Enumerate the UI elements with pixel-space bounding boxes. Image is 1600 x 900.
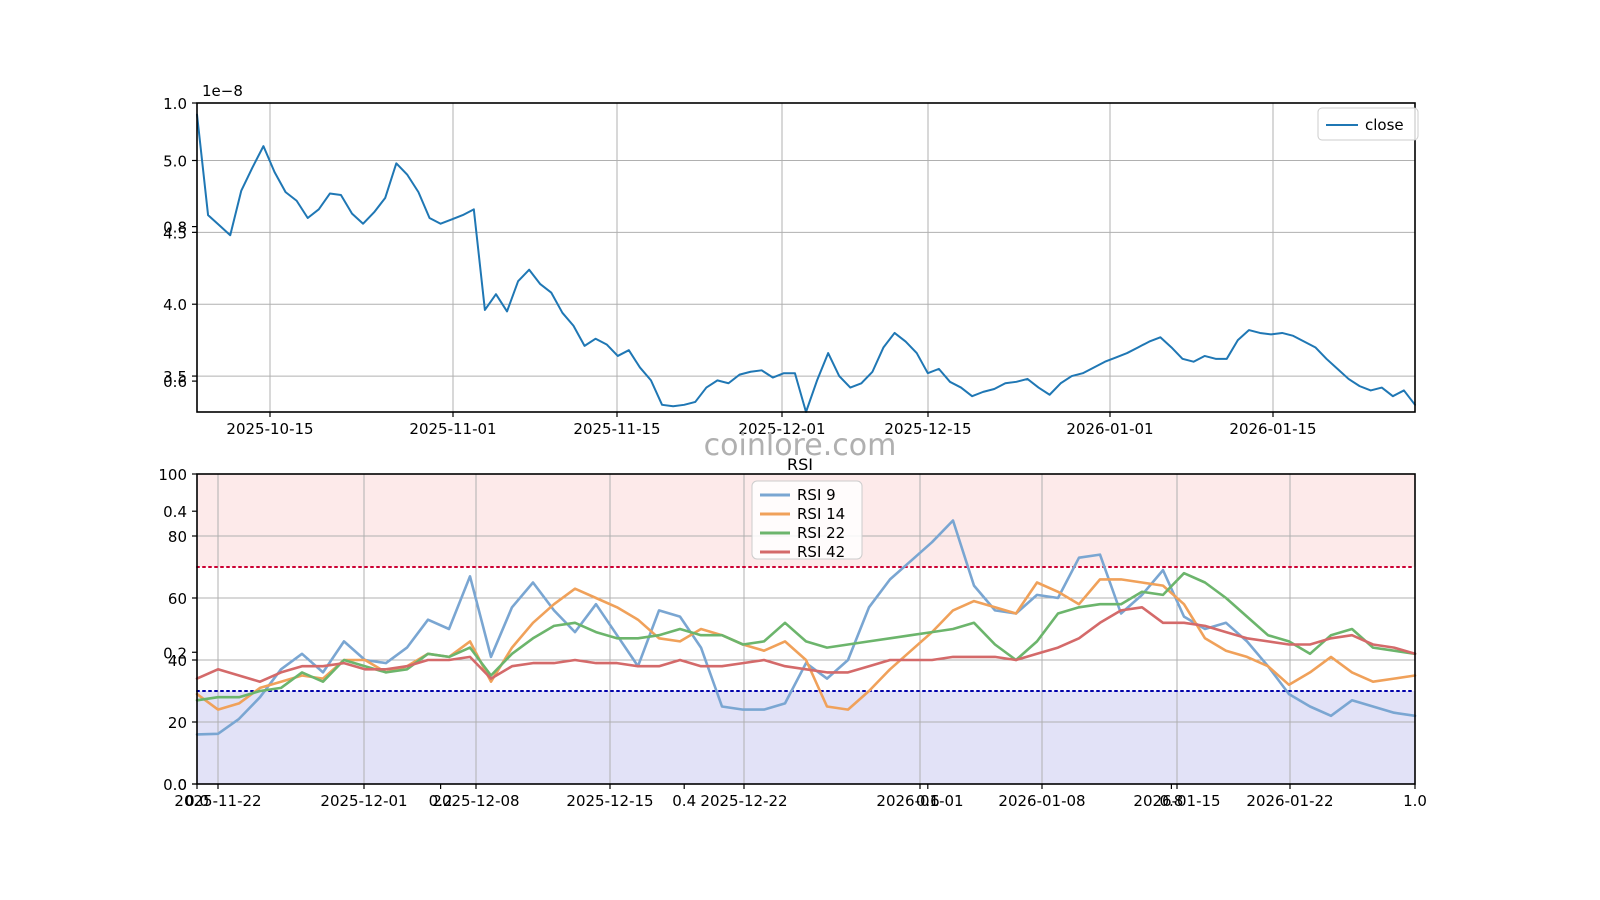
rsi-legend-label: RSI 9	[797, 486, 836, 504]
price-xtick-label: 2025-11-01	[409, 420, 496, 438]
rsi-xtick-overlay-label: 0.4	[672, 792, 696, 810]
price-xtick-label: 2025-11-15	[573, 420, 660, 438]
price-ytick-overlay-label: 1.0	[163, 95, 187, 113]
price-xtick-label: 2025-12-01	[738, 420, 825, 438]
rsi-xtick-label: 2026-01-22	[1246, 792, 1333, 810]
price-panel: 5.0 4.5 4.0 3.5 1.0 0.8 0.6 1e−8 2025-10-15 2025-…	[163, 82, 1419, 438]
price-ytick-overlay-label: 0.8	[163, 219, 187, 237]
rsi-xtick-overlay-label: 0.8	[1159, 792, 1183, 810]
rsi-ytick-label: 20	[168, 714, 187, 732]
rsi-xtick-label: 2025-12-08	[432, 792, 519, 810]
rsi-ytick-label: 60	[168, 590, 187, 608]
price-xtick-label: 2025-10-15	[226, 420, 313, 438]
price-legend-label: close	[1365, 116, 1404, 134]
rsi-legend-box	[751, 480, 863, 560]
rsi-band-oversold	[197, 691, 1415, 784]
rsi-xtick-overlay-label: 0.0	[185, 792, 209, 810]
rsi-xtick-label: 2025-12-22	[700, 792, 787, 810]
price-ytick-label: 4.0	[163, 296, 187, 314]
rsi-ytick-label: 80	[168, 528, 187, 546]
price-xtick-label: 2025-12-15	[884, 420, 971, 438]
price-legend: close	[1317, 107, 1419, 141]
rsi-series-rsi-22	[195, 571, 1417, 702]
price-ytick-overlay-label: 0.6	[163, 373, 187, 391]
rsi-xtick-label: 2026-01-01	[876, 792, 963, 810]
rsi-xtick-overlay-label: 0.6	[916, 792, 940, 810]
rsi-xtick-label: 2025-12-15	[566, 792, 653, 810]
price-xtick-label: 2026-01-15	[1229, 420, 1316, 438]
rsi-panel-title: RSI	[787, 455, 813, 474]
rsi-ytick-overlay-label: 0.2	[163, 644, 187, 662]
rsi-legend-label: RSI 22	[797, 524, 845, 542]
price-ytick-label: 4.5	[163, 224, 187, 242]
rsi-ytick-overlay-label: 0.0	[163, 776, 187, 794]
rsi-plot-frame	[196, 473, 1416, 785]
rsi-ytick-label: 40	[168, 652, 187, 670]
rsi-ytick-overlay-label: 0.4	[163, 503, 187, 521]
price-ytick-label: 3.5	[163, 368, 187, 386]
rsi-legend-label: RSI 14	[797, 505, 845, 523]
rsi-xtick-label: 2025-12-01	[320, 792, 407, 810]
rsi-xtick-overlay-label: 1.0	[1403, 792, 1427, 810]
rsi-xtick-overlay-label: 0.2	[429, 792, 453, 810]
rsi-legend-label: RSI 42	[797, 543, 845, 561]
watermark: coinlore.com	[704, 428, 897, 463]
rsi-xtick-label: 2025-11-22	[174, 792, 261, 810]
rsi-ytick-label: 100	[158, 466, 187, 484]
rsi-xtick-label: 2026-01-08	[998, 792, 1085, 810]
price-axis-offset-label: 1e−8	[202, 82, 243, 100]
rsi-xtick-label: 2026-01-15	[1133, 792, 1220, 810]
rsi-ytick-label: 0	[177, 776, 187, 794]
rsi-series-rsi-42	[195, 606, 1417, 683]
price-xtick-label: 2026-01-01	[1066, 420, 1153, 438]
price-plot-background	[197, 103, 1415, 412]
price-plot-frame	[196, 102, 1416, 413]
price-legend-box	[1317, 107, 1419, 141]
price-ytick-label: 5.0	[163, 152, 187, 170]
